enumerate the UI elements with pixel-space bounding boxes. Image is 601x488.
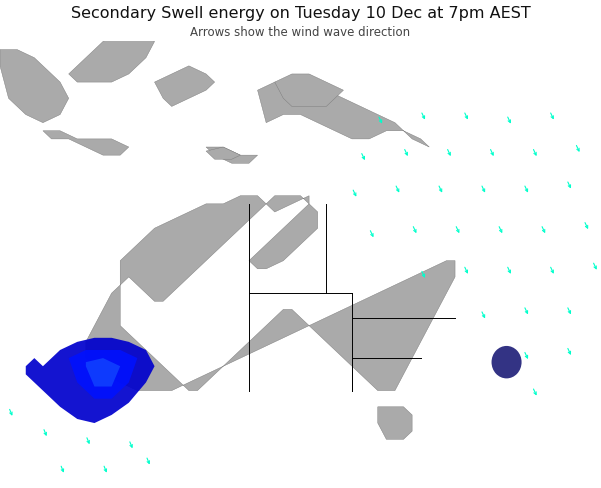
Polygon shape bbox=[43, 131, 129, 155]
Polygon shape bbox=[0, 50, 69, 122]
Polygon shape bbox=[86, 196, 455, 390]
Text: Arrows show the wind wave direction: Arrows show the wind wave direction bbox=[191, 26, 410, 39]
Polygon shape bbox=[206, 147, 240, 159]
Text: Secondary Swell energy on Tuesday 10 Dec at 7pm AEST: Secondary Swell energy on Tuesday 10 Dec… bbox=[71, 6, 530, 21]
Polygon shape bbox=[258, 82, 429, 147]
Polygon shape bbox=[69, 350, 138, 399]
Polygon shape bbox=[26, 338, 154, 423]
Polygon shape bbox=[86, 358, 120, 386]
Polygon shape bbox=[69, 33, 154, 82]
Polygon shape bbox=[154, 66, 215, 106]
Polygon shape bbox=[275, 74, 343, 106]
Polygon shape bbox=[206, 147, 258, 163]
Polygon shape bbox=[378, 407, 412, 439]
Ellipse shape bbox=[492, 346, 522, 378]
